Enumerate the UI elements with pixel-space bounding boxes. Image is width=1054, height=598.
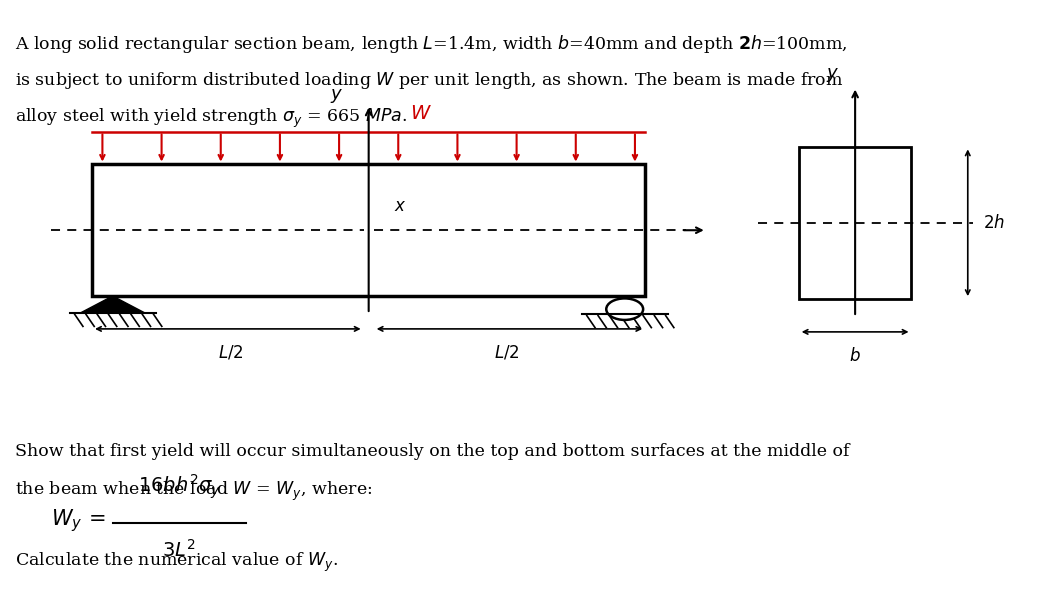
Text: $y$: $y$	[330, 87, 343, 105]
Circle shape	[606, 298, 643, 320]
Text: $3L^2$: $3L^2$	[162, 539, 196, 562]
FancyBboxPatch shape	[799, 147, 912, 299]
Text: $W$: $W$	[410, 105, 431, 123]
Text: alloy steel with yield strength $\mathit{\sigma}_y$ = 665 $\mathit{MPa}$.: alloy steel with yield strength $\mathit…	[16, 107, 408, 130]
Text: $L/2$: $L/2$	[494, 344, 520, 362]
Text: $L/2$: $L/2$	[218, 344, 243, 362]
Text: $x$: $x$	[394, 199, 407, 215]
Text: A long solid rectangular section beam, length $\mathit{L}$=1.4m, width $\mathit{: A long solid rectangular section beam, l…	[16, 33, 848, 55]
Text: the beam when the load $\mathit{W}$ = $\mathit{W}_y$, where:: the beam when the load $\mathit{W}$ = $\…	[16, 480, 373, 503]
Text: $2h$: $2h$	[983, 213, 1006, 232]
Polygon shape	[80, 296, 145, 313]
Text: $b$: $b$	[850, 347, 861, 365]
Text: $W_y\,=$: $W_y\,=$	[52, 507, 105, 533]
Text: Show that first yield will occur simultaneously on the top and bottom surfaces a: Show that first yield will occur simulta…	[16, 443, 850, 459]
Text: $16bh^2\sigma_y$: $16bh^2\sigma_y$	[138, 473, 220, 501]
Text: $y$: $y$	[826, 66, 840, 84]
Text: is subject to uniform distributed loading $\mathit{W}$ per unit length, as shown: is subject to uniform distributed loadin…	[16, 70, 843, 91]
FancyBboxPatch shape	[92, 164, 645, 296]
Text: Calculate the numerical value of $\mathit{W}_y$.: Calculate the numerical value of $\mathi…	[16, 551, 338, 574]
